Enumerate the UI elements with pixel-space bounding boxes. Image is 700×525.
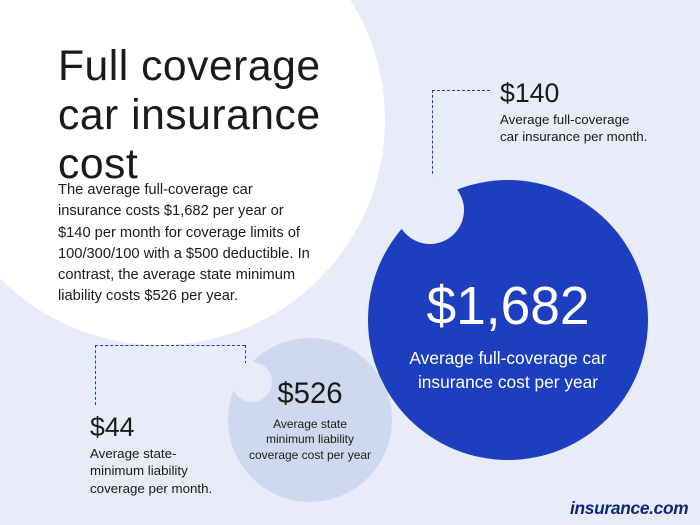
page-title: Full coverage car insurance cost <box>58 42 378 189</box>
intro-paragraph: The average full-coverage car insurance … <box>58 180 318 308</box>
annual-full-coverage-value: $1,682 <box>426 276 589 337</box>
connector-left-vertical-down <box>95 345 96 405</box>
annual-minimum-liability-value: $526 <box>277 377 342 411</box>
monthly-minimum-liability-callout: $44 Average state-minimum liability cove… <box>90 412 220 497</box>
big-circle-notch <box>396 176 464 244</box>
annual-full-coverage-label: Average full-coverage car insurance cost… <box>403 347 613 394</box>
brand-logo: insurance.com <box>570 498 688 519</box>
med-circle-notch <box>232 362 272 402</box>
monthly-full-coverage-value: $140 <box>500 78 650 109</box>
monthly-full-coverage-callout: $140 Average full-coverage car insurance… <box>500 78 650 146</box>
infographic-canvas: Full coverage car insurance cost The ave… <box>0 0 700 525</box>
monthly-minimum-liability-value: $44 <box>90 412 220 443</box>
annual-full-coverage-circle: $1,682 Average full-coverage car insuran… <box>368 180 648 460</box>
connector-top-horizontal <box>432 90 490 91</box>
connector-left-horizontal <box>95 345 245 346</box>
annual-minimum-liability-label: Average state minimum liability coverage… <box>249 417 372 464</box>
monthly-full-coverage-label: Average full-coverage car insurance per … <box>500 111 650 146</box>
monthly-minimum-liability-label: Average state-minimum liability coverage… <box>90 445 220 497</box>
annual-minimum-liability-circle: $526 Average state minimum liability cov… <box>228 338 392 502</box>
